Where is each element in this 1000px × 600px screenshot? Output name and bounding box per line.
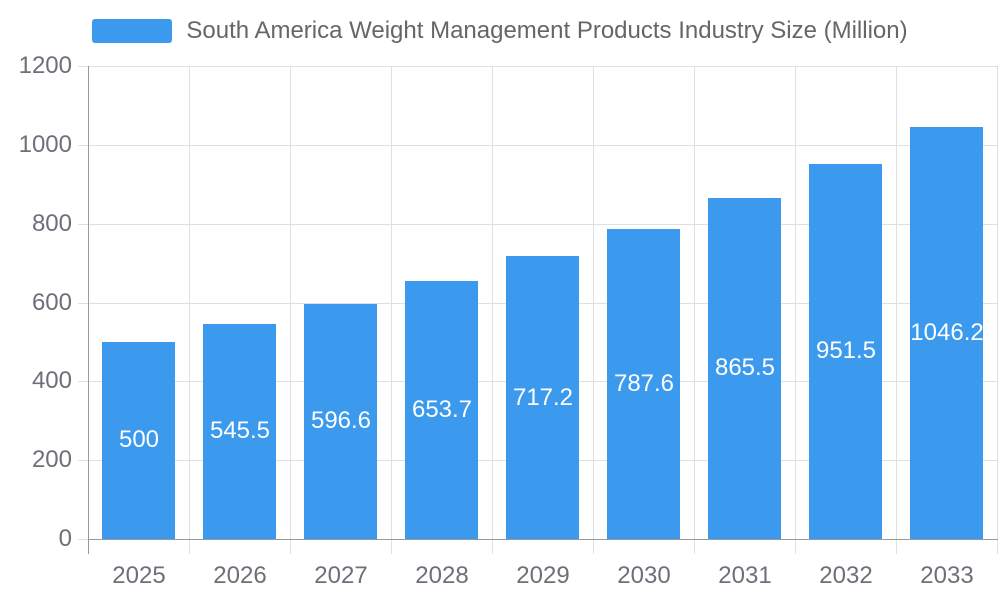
x-axis-label-2027: 2027 [314, 562, 368, 589]
x-axis-label-2026: 2026 [213, 562, 267, 589]
x-axis-label-2033: 2033 [920, 562, 974, 589]
y-axis-label: 1200 [18, 52, 72, 79]
y-axis-tick [78, 539, 88, 540]
gridline-vertical [492, 66, 493, 539]
gridline-vertical [391, 66, 392, 539]
y-axis-label: 1000 [18, 131, 72, 158]
x-axis-tick [492, 539, 493, 554]
y-axis-tick [78, 381, 88, 382]
gridline-vertical [896, 66, 897, 539]
y-axis-tick [78, 145, 88, 146]
bar-value-label-2028: 653.7 [411, 396, 473, 423]
y-axis-label: 400 [31, 367, 72, 394]
bar-value-label-2026: 545.5 [209, 417, 271, 444]
bar-value-label-2033: 1046.2 [910, 319, 984, 346]
x-axis-tick [189, 539, 190, 554]
y-axis-label: 0 [58, 525, 72, 552]
bar-value-label-2025: 500 [118, 426, 160, 453]
y-axis-tick [78, 66, 88, 67]
gridline-vertical [694, 66, 695, 539]
bar-2029 [506, 256, 579, 539]
y-axis-tick [78, 224, 88, 225]
x-axis-label-2028: 2028 [415, 562, 469, 589]
bar-2027 [304, 304, 377, 539]
x-axis-tick [997, 539, 998, 554]
bar-2031 [708, 198, 781, 539]
x-axis-label-2030: 2030 [617, 562, 671, 589]
x-axis-tick [795, 539, 796, 554]
y-axis-label: 600 [31, 289, 72, 316]
y-axis-label: 800 [31, 210, 72, 237]
bar-2033 [910, 127, 983, 539]
bar-value-label-2030: 787.6 [613, 370, 675, 397]
x-axis-tick [290, 539, 291, 554]
x-axis-tick [593, 539, 594, 554]
x-axis-label-2031: 2031 [718, 562, 772, 589]
gridline-vertical [997, 66, 998, 539]
x-axis-tick [694, 539, 695, 554]
bar-2030 [607, 229, 680, 539]
y-axis-tick [78, 303, 88, 304]
bar-2025 [102, 342, 175, 539]
gridline-horizontal [88, 145, 997, 146]
bar-2032 [809, 164, 882, 539]
x-axis-tick [896, 539, 897, 554]
gridline-vertical [290, 66, 291, 539]
y-axis-line [88, 66, 89, 554]
legend-swatch [92, 19, 173, 43]
y-axis-label: 200 [31, 446, 72, 473]
gridline-vertical [593, 66, 594, 539]
bar-value-label-2027: 596.6 [310, 407, 372, 434]
gridline-horizontal [88, 224, 997, 225]
legend-label: South America Weight Management Products… [186, 17, 908, 44]
bar-value-label-2029: 717.2 [512, 384, 574, 411]
x-axis-label-2029: 2029 [516, 562, 570, 589]
bar-value-label-2031: 865.5 [714, 354, 776, 381]
bar-value-label-2032: 951.5 [815, 337, 877, 364]
gridline-vertical [189, 66, 190, 539]
bar-2026 [203, 324, 276, 539]
gridline-vertical [795, 66, 796, 539]
x-axis-label-2032: 2032 [819, 562, 873, 589]
legend-item[interactable]: South America Weight Management Products… [0, 16, 1000, 46]
x-axis-tick [391, 539, 392, 554]
x-axis-label-2025: 2025 [112, 562, 166, 589]
bar-2028 [405, 281, 478, 539]
gridline-horizontal [88, 66, 997, 67]
x-axis-line [88, 539, 998, 540]
y-axis-tick [78, 460, 88, 461]
